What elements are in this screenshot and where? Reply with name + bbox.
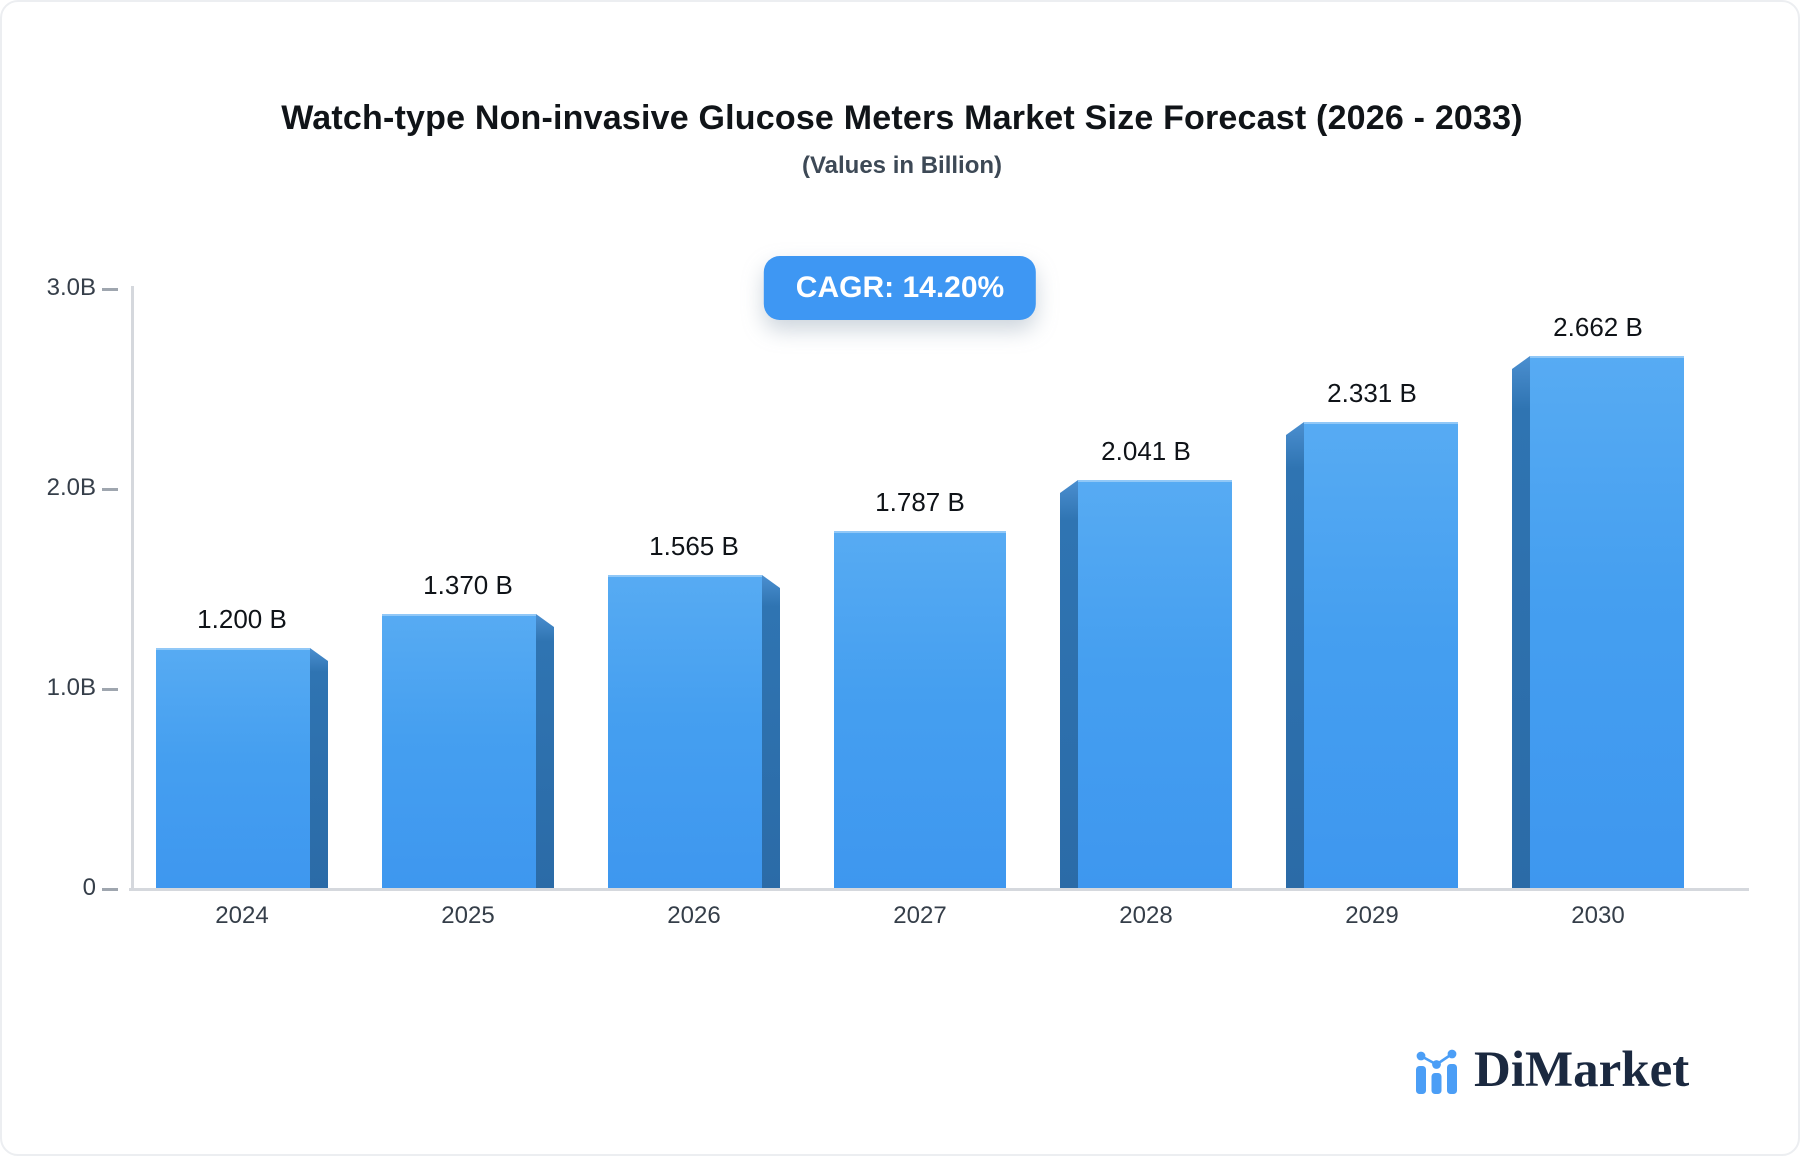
bar-value-label: 1.200 B — [197, 604, 287, 634]
bar-group — [1512, 356, 1684, 888]
bar-3d-side — [1060, 480, 1078, 888]
bar-group — [608, 575, 780, 888]
bar-group — [834, 531, 1006, 888]
bar-value-label: 2.041 B — [1101, 436, 1191, 466]
bar-3d-side — [1512, 356, 1530, 888]
bar-3d-side — [536, 614, 554, 888]
bar-3d-side — [762, 575, 780, 888]
x-axis-category-label: 2027 — [893, 902, 947, 929]
bar-face — [156, 648, 310, 888]
y-axis-tick-label: 2.0B — [46, 474, 96, 501]
chart-title: Watch-type Non-invasive Glucose Meters M… — [281, 99, 1523, 137]
x-axis-category-label: 2024 — [215, 902, 269, 929]
bar-3d-side — [1286, 422, 1304, 888]
bar-face — [834, 531, 1006, 888]
brand-logo-icon — [1416, 1049, 1457, 1094]
bar-group — [156, 648, 328, 888]
x-axis-category-label: 2030 — [1571, 902, 1625, 929]
bar-face — [382, 614, 536, 888]
bar-group — [1060, 480, 1232, 888]
bar-face — [1530, 356, 1684, 888]
y-axis-tick-label: 1.0B — [46, 674, 96, 701]
y-axis-line — [131, 286, 134, 890]
y-axis-tick-label: 3.0B — [46, 274, 96, 301]
cagr-badge: CAGR: 14.20% — [763, 256, 1037, 320]
x-axis-category-label: 2025 — [441, 902, 495, 929]
y-axis-tick — [102, 888, 118, 891]
bar-face — [1078, 480, 1232, 888]
x-axis-category-label: 2026 — [667, 902, 721, 929]
bar-group — [382, 614, 554, 888]
bar-value-label: 1.787 B — [875, 487, 965, 517]
y-axis-tick — [102, 488, 118, 491]
x-axis-line — [129, 888, 1749, 891]
bar-value-label: 1.370 B — [423, 570, 513, 600]
bar-value-label: 1.565 B — [649, 531, 739, 561]
y-axis-tick — [102, 688, 118, 691]
bar-face — [1304, 422, 1458, 888]
bar-face — [608, 575, 762, 888]
bar-3d-side — [310, 648, 328, 888]
bar-value-label: 2.331 B — [1327, 378, 1417, 408]
chart-subtitle: (Values in Billion) — [801, 152, 1003, 179]
x-axis-category-label: 2028 — [1119, 902, 1173, 929]
bar-group — [1286, 422, 1458, 888]
brand-logo-text: DiMarket — [1474, 1042, 1690, 1098]
x-axis-category-label: 2029 — [1345, 902, 1399, 929]
y-axis-tick — [102, 288, 118, 291]
y-axis-tick-label: 0 — [82, 874, 96, 901]
bar-value-label: 2.662 B — [1553, 312, 1643, 342]
